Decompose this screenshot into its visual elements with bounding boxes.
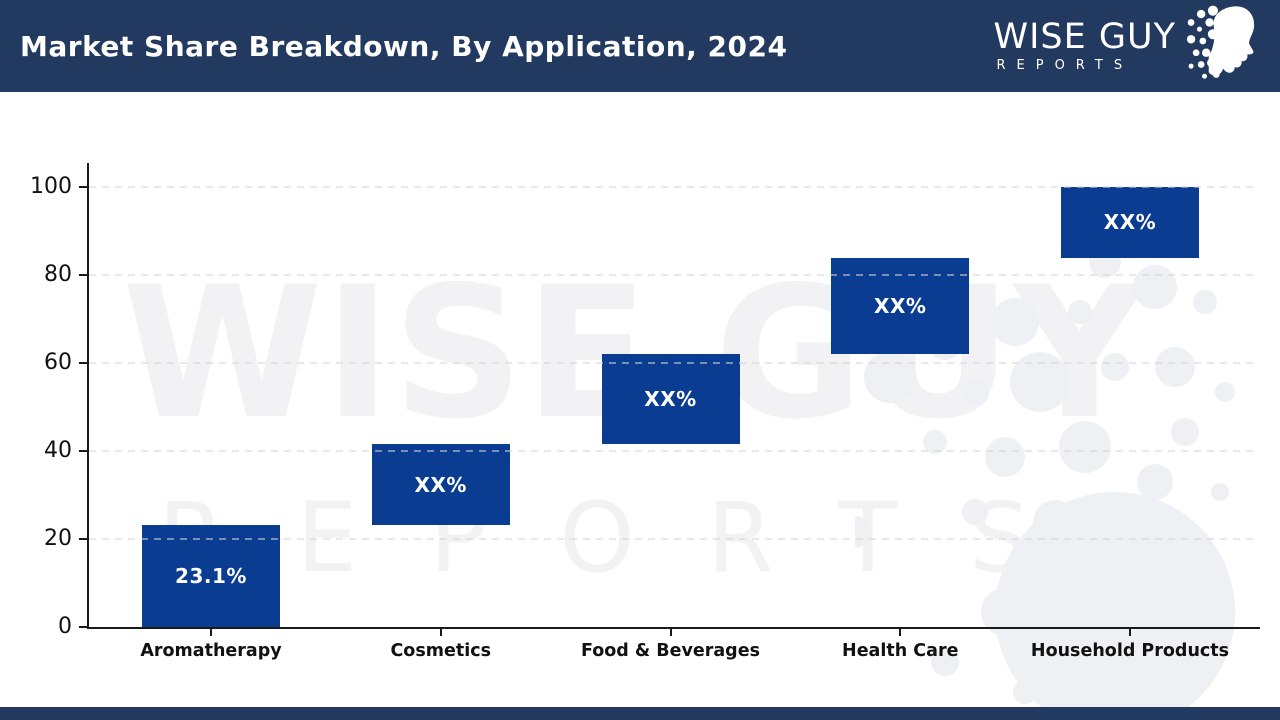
header: Market Share Breakdown, By Application, …	[0, 0, 1280, 92]
x-category-label: Health Care	[842, 641, 959, 661]
y-tick-mark	[79, 274, 88, 276]
y-tick-label: 80	[44, 262, 72, 287]
gridline-80	[89, 274, 1258, 276]
gridline-40	[89, 450, 1258, 452]
x-tick-mark	[439, 629, 442, 636]
bar-cosmetics: XX%	[371, 444, 510, 526]
y-tick-label: 60	[44, 350, 72, 375]
watermark-face-icon	[855, 208, 1235, 707]
chart-area: WISE GUY REPORTS 0 20 40 60 80 100 23.1% Aromat…	[0, 92, 1280, 707]
x-axis-line	[87, 627, 1260, 629]
y-axis-line	[87, 163, 89, 629]
bar-food-beverages: XX%	[601, 354, 740, 445]
y-tick-label: 40	[44, 438, 72, 463]
gridline-100	[89, 186, 1258, 188]
bar-household-products: XX%	[1061, 187, 1199, 258]
gridline-60	[89, 362, 1258, 364]
page-title: Market Share Breakdown, By Application, …	[20, 29, 788, 63]
y-tick-label: 0	[58, 614, 72, 639]
bar-value-label: XX%	[644, 387, 697, 412]
bar-health-care: XX%	[831, 257, 970, 355]
x-tick-mark	[669, 629, 672, 636]
y-tick-mark	[79, 362, 88, 364]
brand-logo: WISE GUY REPORTS	[993, 4, 1280, 88]
x-category-label: Household Products	[1030, 641, 1230, 661]
bar-value-label: 23.1%	[175, 564, 247, 589]
bar-value-label: XX%	[874, 294, 927, 318]
y-tick-mark	[79, 538, 88, 540]
y-tick-label: 100	[30, 174, 72, 199]
bar-value-label: XX%	[1103, 210, 1157, 235]
logo-wordmark: WISE GUY REPORTS	[993, 17, 1176, 73]
bar-aromatherapy: 23.1%	[142, 525, 280, 627]
x-tick-mark	[899, 629, 902, 636]
y-tick-mark	[79, 450, 88, 452]
gridline-20	[89, 538, 1258, 540]
bar-value-label: XX%	[414, 472, 467, 497]
y-tick-mark	[79, 626, 88, 628]
y-tick-mark	[79, 186, 88, 188]
logo-face-icon	[1186, 5, 1255, 79]
logo-wordmark-line2: REPORTS	[996, 58, 1134, 73]
footer-bar	[0, 707, 1280, 720]
x-category-label: Cosmetics	[390, 641, 492, 661]
x-category-label: Aromatherapy	[140, 641, 282, 661]
y-tick-label: 20	[44, 526, 72, 551]
x-category-label: Food & Beverages	[581, 641, 760, 661]
x-tick-mark	[1129, 629, 1131, 636]
logo-wordmark-line1: WISE GUY	[993, 17, 1176, 57]
x-tick-mark	[210, 629, 212, 636]
